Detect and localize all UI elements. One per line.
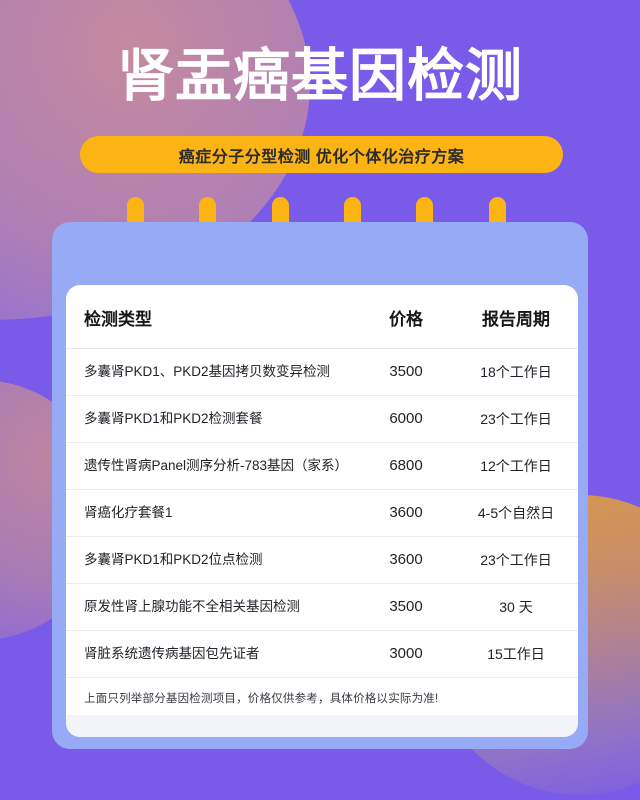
cell-type: 多囊肾PKD1、PKD2基因拷贝数变异检测 (66, 348, 358, 396)
column-header-price: 价格 (358, 285, 454, 349)
cell-type: 肾癌化疗套餐1 (66, 489, 358, 537)
cell-turnaround: 4-5个自然日 (454, 489, 578, 537)
cell-type: 肾脏系统遗传病基因包先证者 (66, 630, 358, 678)
table-row[interactable]: 多囊肾PKD1和PKD2检测套餐 6000 23个工作日 (66, 395, 578, 443)
table-row[interactable]: 多囊肾PKD1和PKD2位点检测 3600 23个工作日 (66, 536, 578, 584)
cell-turnaround: 23个工作日 (454, 536, 578, 584)
table-row[interactable]: 多囊肾PKD1、PKD2基因拷贝数变异检测 3500 18个工作日 (66, 348, 578, 396)
cell-type: 多囊肾PKD1和PKD2位点检测 (66, 536, 358, 584)
table-row[interactable]: 肾脏系统遗传病基因包先证者 3000 15工作日 (66, 630, 578, 678)
cell-turnaround: 30 天 (454, 583, 578, 631)
subtitle-text: 癌症分子分型检测 优化个体化治疗方案 (178, 148, 465, 166)
table-footer: 上面只列举部分基因检测项目，价格仅供参考，具体价格以实际为准! (66, 677, 578, 718)
cell-turnaround: 18个工作日 (454, 348, 578, 396)
table-body: 多囊肾PKD1、PKD2基因拷贝数变异检测 3500 18个工作日 多囊肾PKD… (66, 348, 578, 678)
table-footnote: 上面只列举部分基因检测项目，价格仅供参考，具体价格以实际为准! (66, 677, 578, 718)
page-title: 肾盂癌基因检测 (117, 44, 523, 108)
cell-price: 3500 (358, 348, 454, 396)
cell-turnaround: 23个工作日 (454, 395, 578, 443)
price-table: 检测类型 价格 报告周期 多囊肾PKD1、PKD2基因拷贝数变异检测 3500 … (66, 285, 578, 718)
cell-price: 3600 (358, 489, 454, 537)
cell-turnaround: 12个工作日 (454, 442, 578, 490)
price-table-card: 检测类型 价格 报告周期 多囊肾PKD1、PKD2基因拷贝数变异检测 3500 … (66, 285, 578, 737)
table-header-row: 检测类型 价格 报告周期 (66, 285, 578, 349)
cell-type: 原发性肾上腺功能不全相关基因检测 (66, 583, 358, 631)
table-header: 检测类型 价格 报告周期 (66, 285, 578, 349)
column-header-turnaround: 报告周期 (454, 285, 578, 349)
cell-type: 遗传性肾病Panel测序分析-783基因（家系） (66, 442, 358, 490)
card-footer-strip (66, 715, 578, 737)
cell-price: 3500 (358, 583, 454, 631)
table-row[interactable]: 遗传性肾病Panel测序分析-783基因（家系） 6800 12个工作日 (66, 442, 578, 490)
table-footnote-row: 上面只列举部分基因检测项目，价格仅供参考，具体价格以实际为准! (66, 677, 578, 718)
cell-type: 多囊肾PKD1和PKD2检测套餐 (66, 395, 358, 443)
table-row[interactable]: 原发性肾上腺功能不全相关基因检测 3500 30 天 (66, 583, 578, 631)
cell-price: 6800 (358, 442, 454, 490)
table-row[interactable]: 肾癌化疗套餐1 3600 4-5个自然日 (66, 489, 578, 537)
cell-price: 3000 (358, 630, 454, 678)
cell-turnaround: 15工作日 (454, 630, 578, 678)
column-header-type: 检测类型 (66, 285, 358, 349)
subtitle-banner: 癌症分子分型检测 优化个体化治疗方案 (80, 136, 563, 173)
cell-price: 6000 (358, 395, 454, 443)
cell-price: 3600 (358, 536, 454, 584)
